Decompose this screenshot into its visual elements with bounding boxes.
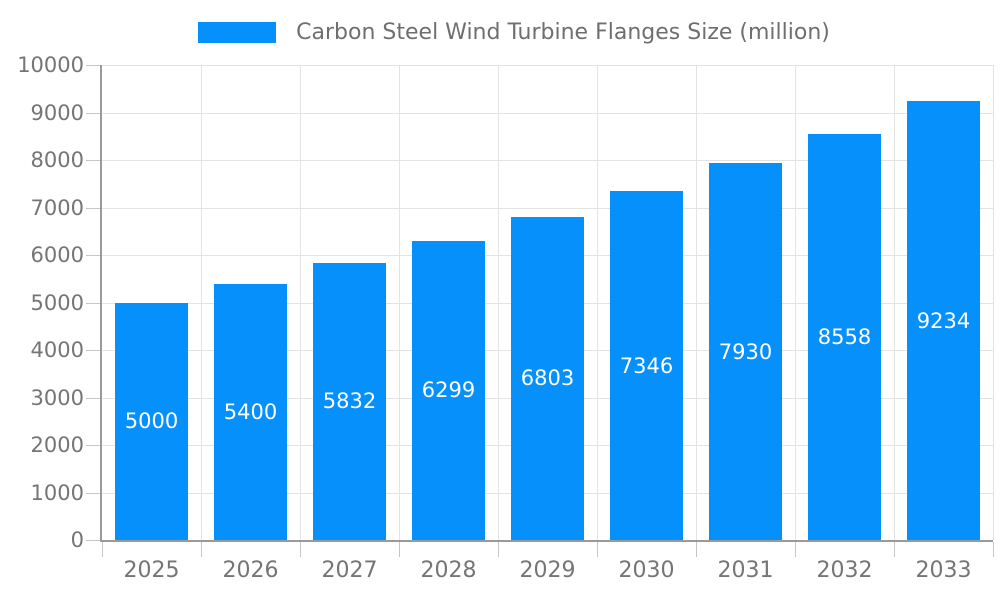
y-tick — [86, 492, 100, 494]
bar: 8558 — [808, 133, 881, 540]
y-tick-label: 0 — [70, 528, 84, 552]
y-axis-line — [100, 65, 102, 540]
bar-value-label: 5400 — [223, 399, 278, 424]
bar: 5400 — [214, 283, 287, 540]
y-tick — [86, 350, 100, 351]
bar-value-label: 9234 — [916, 308, 971, 333]
bar-value-label: 8558 — [817, 324, 872, 349]
y-tick-label: 8000 — [30, 148, 84, 172]
x-tick — [993, 542, 994, 557]
bar-value-label: 7346 — [619, 353, 674, 378]
y-tick — [86, 445, 100, 446]
bar: 9234 — [907, 101, 980, 540]
legend-swatch-icon — [198, 22, 277, 43]
y-tick — [86, 540, 100, 541]
bar: 5000 — [115, 302, 188, 540]
bar: 5832 — [313, 262, 386, 540]
bar-value-label: 6299 — [421, 378, 476, 403]
y-tick — [86, 397, 100, 399]
x-tick — [695, 542, 697, 557]
x-tick-label: 2032 — [816, 558, 873, 583]
vgridline — [498, 65, 499, 540]
x-tick-label: 2033 — [915, 558, 972, 583]
x-tick — [102, 542, 103, 557]
hgridline — [102, 65, 993, 66]
y-tick-label: 7000 — [30, 195, 84, 220]
x-tick — [597, 542, 598, 557]
x-tick-label: 2026 — [222, 558, 279, 583]
y-tick-label: 1000 — [30, 480, 84, 505]
x-tick — [795, 542, 796, 557]
y-tick-label: 5000 — [30, 290, 84, 315]
vgridline — [993, 65, 994, 540]
x-tick-label: 2027 — [321, 558, 378, 583]
y-tick-label: 4000 — [30, 338, 84, 362]
x-axis-line — [100, 540, 993, 542]
vgridline — [201, 65, 202, 540]
bar: 6299 — [412, 240, 485, 540]
chart-legend: Carbon Steel Wind Turbine Flanges Size (… — [0, 20, 1000, 45]
x-tick — [894, 542, 895, 557]
bar: 7346 — [610, 191, 683, 540]
x-tick — [498, 542, 499, 557]
x-axis-labels: 2025 2026 2027 2028 2029 2030 2031 2032 2033 — [102, 558, 993, 590]
x-tick-label: 2030 — [618, 558, 675, 583]
vgridline — [894, 65, 895, 540]
vgridline — [695, 65, 697, 540]
hgridline — [102, 112, 993, 114]
y-tick-label: 2000 — [30, 433, 84, 457]
bar: 6803 — [511, 216, 584, 540]
vgridline — [398, 65, 400, 540]
vgridline — [795, 65, 796, 540]
y-tick-label: 3000 — [30, 385, 84, 410]
y-tick — [86, 160, 100, 161]
x-tick-label: 2025 — [123, 558, 180, 583]
bar-value-label: 7930 — [718, 339, 773, 364]
bar: 7930 — [709, 163, 782, 540]
bar-value-label: 6803 — [520, 366, 575, 391]
vgridline — [597, 65, 598, 540]
x-tick-label: 2031 — [717, 558, 774, 583]
plot-area: 5000 5400 5832 6299 6803 7346 7930 8558 9234 — [86, 65, 994, 557]
x-tick — [201, 542, 202, 557]
y-tick — [86, 65, 100, 66]
y-tick — [86, 112, 100, 114]
y-tick — [86, 302, 100, 304]
y-tick-label: 10000 — [17, 53, 84, 77]
y-tick — [86, 207, 100, 209]
hgridline — [102, 207, 993, 209]
y-tick-label: 6000 — [30, 243, 84, 267]
x-tick — [300, 542, 301, 557]
bar-value-label: 5000 — [124, 409, 179, 434]
bar-value-label: 5832 — [322, 389, 377, 414]
x-tick-label: 2029 — [519, 558, 576, 583]
y-axis-labels: 0 1000 2000 3000 4000 5000 6000 7000 8000 9000 100… — [0, 53, 84, 552]
x-tick-label: 2028 — [420, 558, 477, 583]
x-tick — [398, 542, 400, 557]
y-tick — [86, 255, 100, 256]
vgridline — [300, 65, 301, 540]
legend-label: Carbon Steel Wind Turbine Flanges Size (… — [296, 20, 830, 45]
y-tick-label: 9000 — [30, 100, 84, 125]
hgridline — [102, 160, 993, 161]
